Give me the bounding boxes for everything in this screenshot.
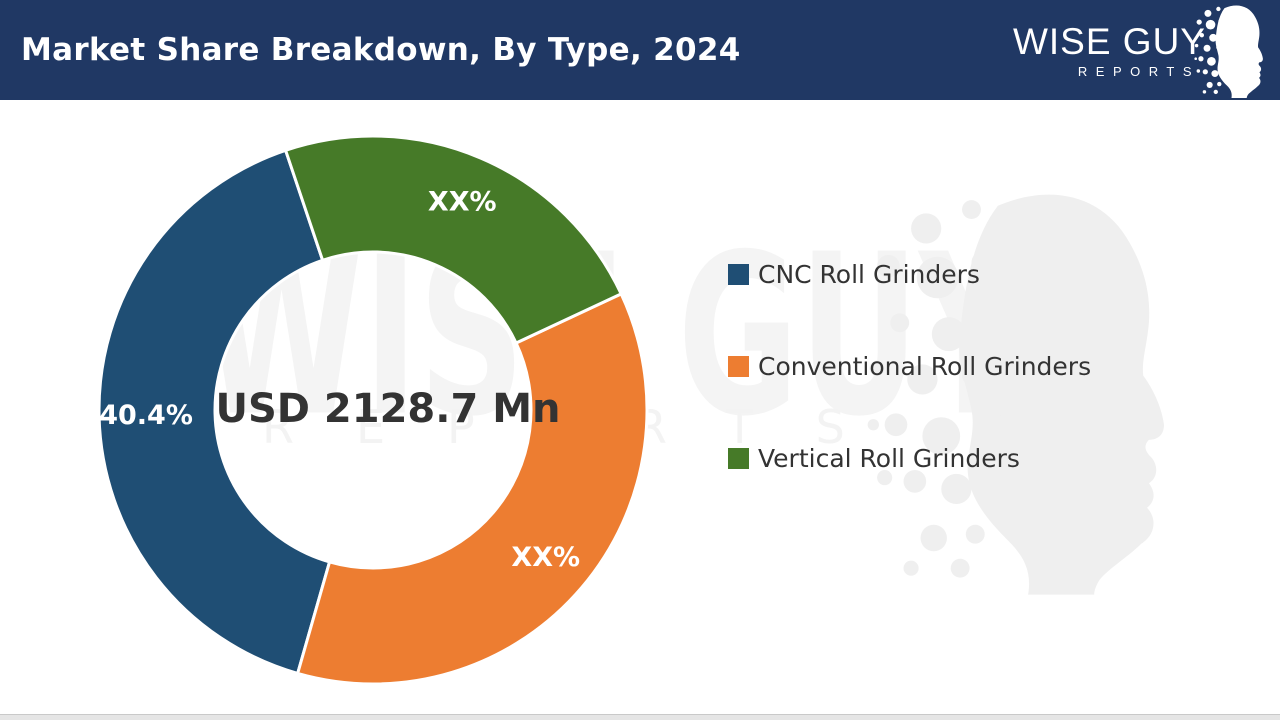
chart-legend: CNC Roll Grinders Conventional Roll Grind… <box>728 260 1091 473</box>
legend-label: Vertical Roll Grinders <box>758 444 1020 473</box>
legend-item-conventional-roll-grinders: Conventional Roll Grinders <box>728 352 1091 381</box>
slice-label-1: 40.4% <box>99 400 193 431</box>
legend-swatch <box>728 264 749 285</box>
legend-swatch <box>728 448 749 469</box>
header-bar: Market Share Breakdown, By Type, 2024 WI… <box>0 0 1280 100</box>
legend-swatch <box>728 356 749 377</box>
chart-center-value: USD 2128.7 Mn <box>215 386 561 432</box>
legend-label: CNC Roll Grinders <box>758 260 980 289</box>
donut-segment-cnc-roll-grinders <box>97 148 332 676</box>
page-title: Market Share Breakdown, By Type, 2024 <box>21 32 741 68</box>
brand-subtitle: REPORTS <box>1077 63 1200 79</box>
legend-label: Conventional Roll Grinders <box>758 352 1092 381</box>
slice-label-2: XX% <box>511 542 580 573</box>
donut-segment-conventional-roll-grinders <box>295 291 649 686</box>
bottom-strip <box>0 714 1280 720</box>
slice-label-3: XX% <box>428 186 497 217</box>
donut-segment-vertical-roll-grinders <box>283 134 624 346</box>
legend-item-cnc-roll-grinders: CNC Roll Grinders <box>728 260 1091 289</box>
brand-name: WISE GUY <box>1012 20 1206 62</box>
brand-logo: WISE GUY REPORTS <box>1013 0 1266 100</box>
brand-logo-text: WISE GUY REPORTS <box>1012 20 1206 79</box>
legend-item-vertical-roll-grinders: Vertical Roll Grinders <box>728 444 1091 473</box>
